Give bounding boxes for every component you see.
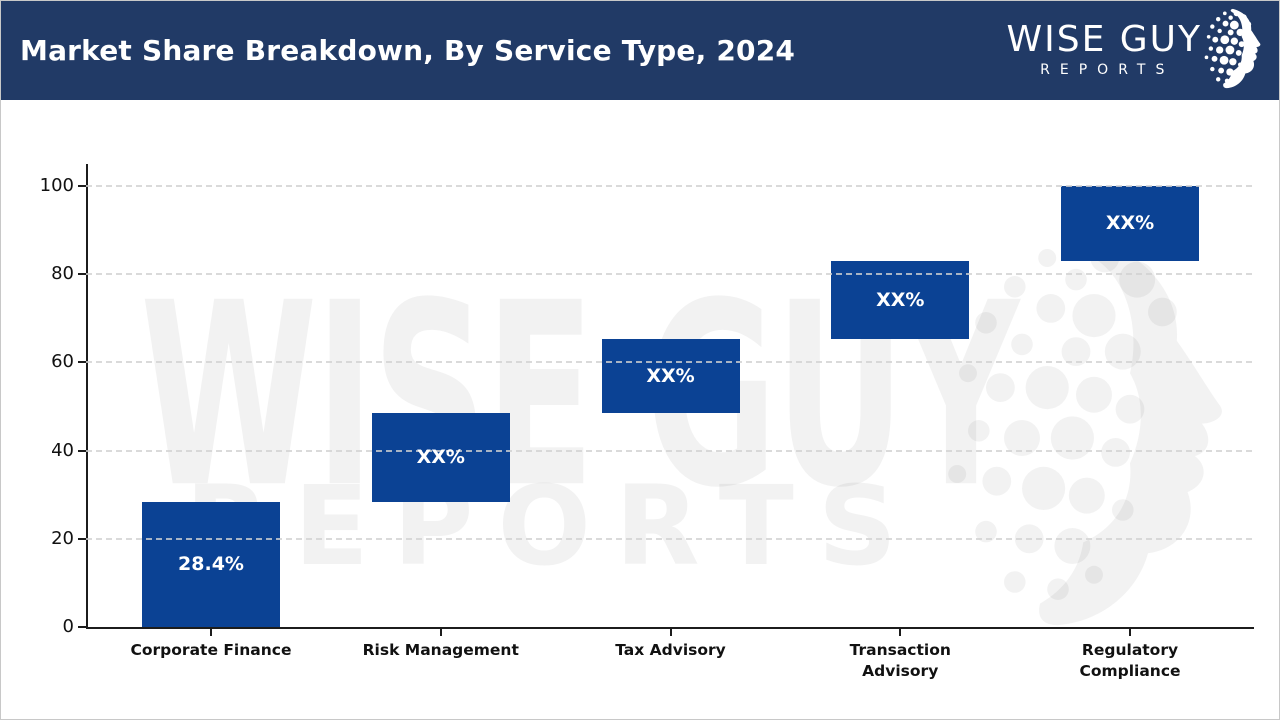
y-tick-mark-0	[78, 626, 86, 628]
gridline-40	[86, 449, 1252, 452]
bar-value-label-transaction-advisory: XX%	[876, 288, 925, 311]
bar-tax-advisory	[601, 338, 740, 413]
bar-value-label-regulatory-compliance: XX%	[1105, 212, 1155, 235]
x-tick-mark-regulatory-compliance	[1129, 629, 1131, 636]
y-tick-mark-60	[78, 361, 86, 364]
y-tick-label-100: 100	[39, 175, 74, 196]
logo-text: WISE GUY REPORTS	[1006, 19, 1203, 79]
x-axis-spine	[86, 627, 1254, 629]
bar-risk-management	[371, 412, 510, 502]
y-tick-mark-80	[78, 273, 86, 276]
gridline-60	[86, 361, 1252, 364]
logo-reports-label: REPORTS	[1040, 62, 1175, 78]
x-tick-label-tax-advisory: Tax Advisory	[615, 641, 726, 659]
x-tick-mark-risk-management	[439, 629, 442, 636]
y-tick-mark-20	[78, 537, 86, 540]
y-axis-spine	[86, 164, 88, 629]
bar-value-label-corporate-finance: 28.4%	[178, 553, 244, 576]
x-tick-label-transaction-advisory: Transaction Advisory	[849, 641, 951, 680]
y-tick-label-0: 0	[62, 616, 74, 637]
x-tick-mark-tax-advisory	[669, 629, 672, 636]
y-tick-mark-40	[78, 449, 86, 452]
y-tick-mark-100	[78, 185, 86, 187]
y-tick-label-80: 80	[51, 263, 74, 285]
x-tick-mark-transaction-advisory	[899, 629, 902, 636]
y-tick-label-60: 60	[51, 351, 74, 373]
gridline-20	[86, 537, 1252, 540]
x-tick-mark-corporate-finance	[210, 629, 212, 636]
header-bar: Market Share Breakdown, By Service Type,…	[0, 0, 1280, 100]
page-title: Market Share Breakdown, By Service Type,…	[20, 33, 796, 67]
x-tick-label-risk-management: Risk Management	[362, 641, 519, 659]
gridline-100	[86, 185, 1252, 187]
wise-guy-logo: WISE GUY REPORTS	[1007, 6, 1267, 94]
bar-value-label-tax-advisory: XX%	[646, 364, 695, 387]
bar-corporate-finance	[142, 501, 280, 627]
y-tick-label-20: 20	[51, 527, 74, 549]
logo-wiseguy-label: WISE GUY	[1006, 19, 1202, 60]
x-tick-label-regulatory-compliance: Regulatory Compliance	[1079, 641, 1181, 680]
x-tick-label-corporate-finance: Corporate Finance	[130, 641, 292, 659]
bar-value-label-risk-management: XX%	[416, 446, 465, 469]
gridline-80	[86, 273, 1252, 276]
y-tick-label-40: 40	[51, 439, 74, 461]
